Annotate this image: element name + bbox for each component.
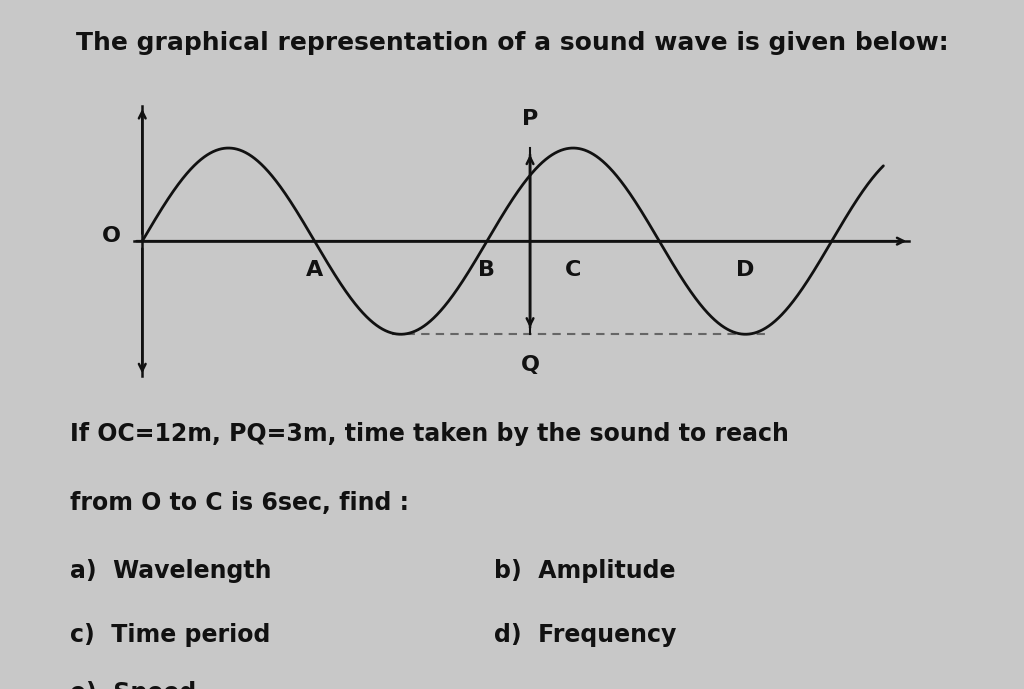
Text: The graphical representation of a sound wave is given below:: The graphical representation of a sound … — [76, 31, 948, 55]
Text: O: O — [101, 227, 121, 247]
Text: b)  Amplitude: b) Amplitude — [494, 559, 675, 584]
Text: d)  Frequency: d) Frequency — [494, 623, 676, 647]
Text: from O to C is 6sec, find :: from O to C is 6sec, find : — [70, 491, 409, 515]
Text: e)  Speed: e) Speed — [70, 681, 196, 689]
Text: Q: Q — [520, 355, 540, 375]
Text: a)  Wavelength: a) Wavelength — [70, 559, 271, 584]
Text: B: B — [478, 260, 496, 280]
Text: If OC=12m, PQ=3m, time taken by the sound to reach: If OC=12m, PQ=3m, time taken by the soun… — [70, 422, 788, 446]
Text: A: A — [306, 260, 324, 280]
Text: D: D — [736, 260, 755, 280]
Text: P: P — [522, 110, 539, 130]
Text: c)  Time period: c) Time period — [70, 623, 270, 647]
Text: C: C — [565, 260, 582, 280]
